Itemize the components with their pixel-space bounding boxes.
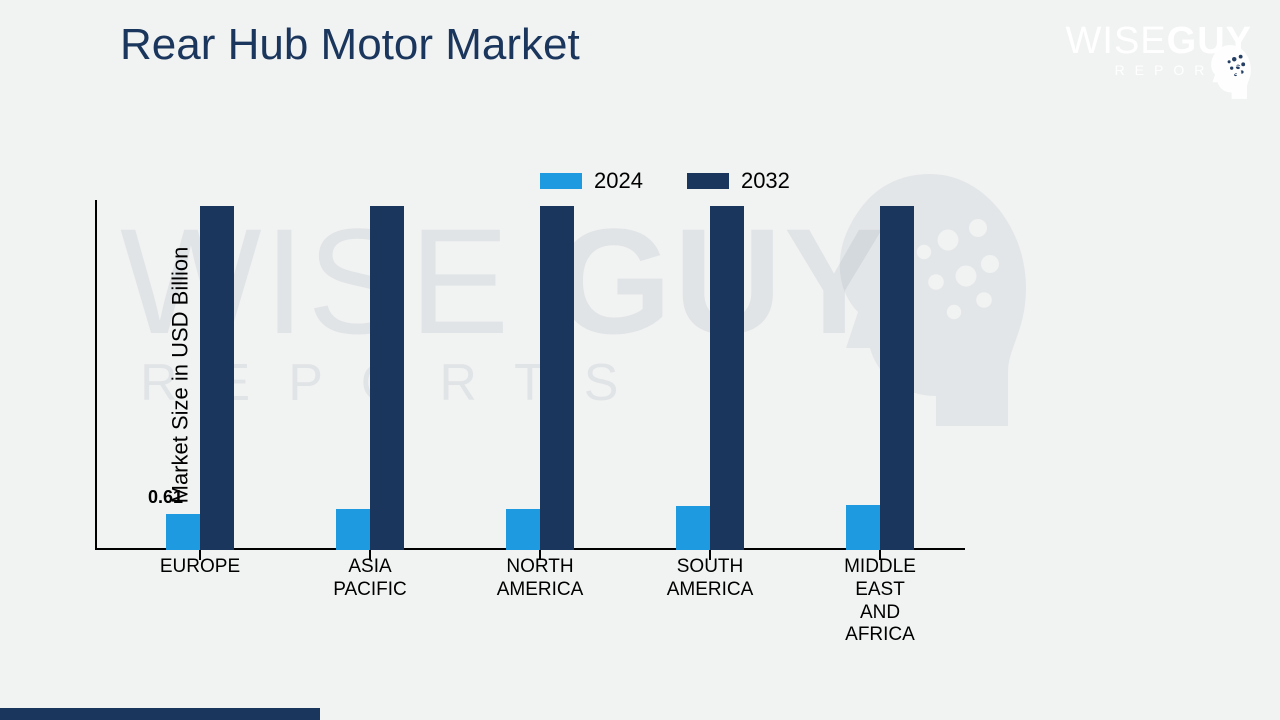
bar-group: SOUTHAMERICA [650, 206, 770, 550]
bar-group: MIDDLEEASTANDAFRICA [820, 206, 940, 550]
bar-2032 [370, 206, 404, 550]
category-label: SOUTHAMERICA [630, 556, 790, 602]
stage: WISEGUY REPORTS WISE GUY REPORTS Rear Hu… [0, 0, 1280, 720]
bar-group: ASIAPACIFIC [310, 206, 430, 550]
legend-label-2024: 2024 [594, 168, 643, 194]
bar-2032 [710, 206, 744, 550]
plot-area: EUROPE0.61 ASIAPACIFIC NORTHAMERICA SOUTHAM… [95, 200, 965, 550]
category-label: MIDDLEEASTANDAFRICA [800, 556, 960, 647]
right-brand-panel [960, 0, 1280, 720]
category-label: EUROPE [120, 556, 280, 579]
bar-group: NORTHAMERICA [480, 206, 600, 550]
bottom-accent-bar [0, 708, 320, 720]
legend: 2024 2032 [540, 168, 790, 194]
legend-swatch-2032 [687, 173, 729, 189]
legend-label-2032: 2032 [741, 168, 790, 194]
bar-2024 [336, 509, 370, 550]
brand-subline: REPORTS [1066, 62, 1252, 78]
bar-chart: EUROPE0.61 ASIAPACIFIC NORTHAMERICA SOUTHAM… [95, 200, 965, 550]
brand-logo: WISEGUY REPORTS [1066, 22, 1252, 78]
bar-2024 [846, 505, 880, 551]
bar-value-label: 0.61 [148, 487, 183, 508]
chart-title: Rear Hub Motor Market [120, 20, 580, 70]
category-label: ASIAPACIFIC [290, 556, 450, 602]
legend-item-2032: 2032 [687, 168, 790, 194]
brand-name-main: WISE [1066, 20, 1167, 62]
legend-item-2024: 2024 [540, 168, 643, 194]
bar-2024 [166, 514, 200, 550]
bar-2024 [676, 506, 710, 550]
bar-2032 [880, 206, 914, 550]
y-axis-line [95, 200, 97, 550]
bar-2032 [200, 206, 234, 550]
category-label: NORTHAMERICA [460, 556, 620, 602]
bar-2024 [506, 509, 540, 550]
bar-group: EUROPE0.61 [140, 206, 260, 550]
bar-2032 [540, 206, 574, 550]
legend-swatch-2024 [540, 173, 582, 189]
